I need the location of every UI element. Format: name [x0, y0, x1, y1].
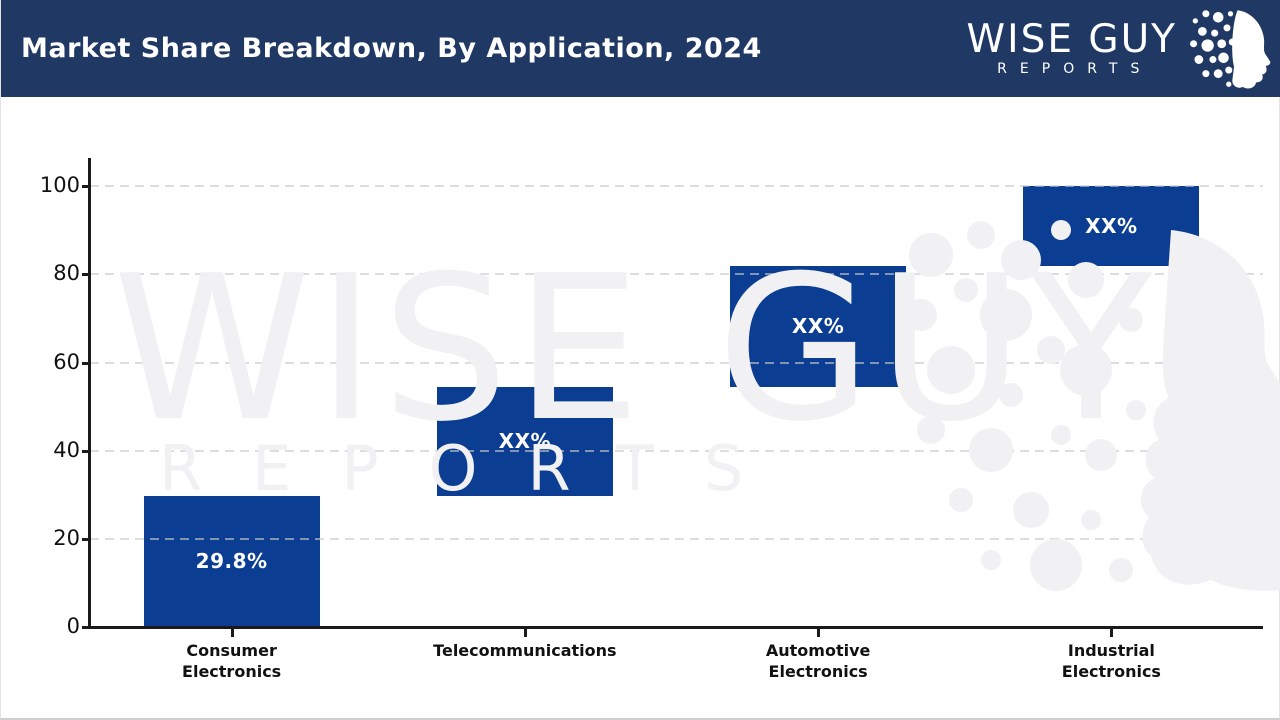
logo-head-icon: [1190, 9, 1271, 88]
bar-consumer-electronics: 29.8%: [143, 495, 320, 627]
gridline-40: [90, 449, 1263, 452]
y-tick-0: [82, 626, 90, 629]
x-category-label: Consumer Electronics: [182, 641, 282, 681]
x-axis-line: [88, 626, 1263, 629]
page-title: Market Share Breakdown, By Application, …: [21, 33, 762, 64]
watermark-text-wiseguy: WISE GUY: [113, 233, 1159, 466]
bar-value-label: XX%: [791, 314, 845, 339]
y-tick-60: [82, 361, 90, 365]
x-tick-0: [230, 629, 234, 637]
gridline-100: [90, 185, 1263, 188]
header-bar: Market Share Breakdown, By Application, …: [1, 0, 1280, 97]
bar-value-label: XX%: [498, 429, 552, 454]
y-tick-label-60: 60: [53, 349, 80, 374]
logo-reports-text: REPORTS: [997, 60, 1153, 77]
bar-value-label: XX%: [1085, 213, 1138, 238]
y-tick-40: [82, 449, 90, 453]
gridline-20: [90, 537, 1263, 540]
bar-telecommunications: XX%: [436, 386, 613, 496]
logo-text: WISE GUY REPORTS: [966, 16, 1177, 78]
x-category-label: Telecommunications: [433, 641, 617, 660]
y-tick-label-20: 20: [53, 525, 80, 550]
gridline-60: [90, 361, 1263, 364]
logo-wiseguy-text: WISE GUY: [966, 16, 1177, 62]
watermark-text-reports: REPORTS: [159, 432, 794, 505]
y-tick-100: [82, 185, 90, 189]
wise-guy-reports-logo: WISE GUY REPORTS: [967, 0, 1271, 97]
bar-automotive-electronics: XX%: [730, 265, 907, 387]
watermark-head-dots: [905, 220, 1280, 591]
y-tick-label-0: 0: [66, 614, 80, 638]
y-tick-label-40: 40: [53, 437, 80, 462]
y-tick-label-80: 80: [53, 261, 80, 286]
y-tick-80: [82, 273, 90, 277]
x-tick-3: [1110, 629, 1114, 637]
x-tick-2: [817, 629, 821, 637]
gridline-80: [90, 273, 1263, 276]
x-category-label: Automotive Electronics: [765, 641, 871, 681]
x-category-label: Industrial Electronics: [1061, 641, 1161, 681]
y-tick-20: [82, 537, 90, 541]
x-tick-1: [523, 629, 527, 637]
bar-value-label: 29.8%: [195, 549, 268, 574]
y-tick-label-100: 100: [39, 173, 80, 198]
y-axis-line: [88, 158, 91, 629]
